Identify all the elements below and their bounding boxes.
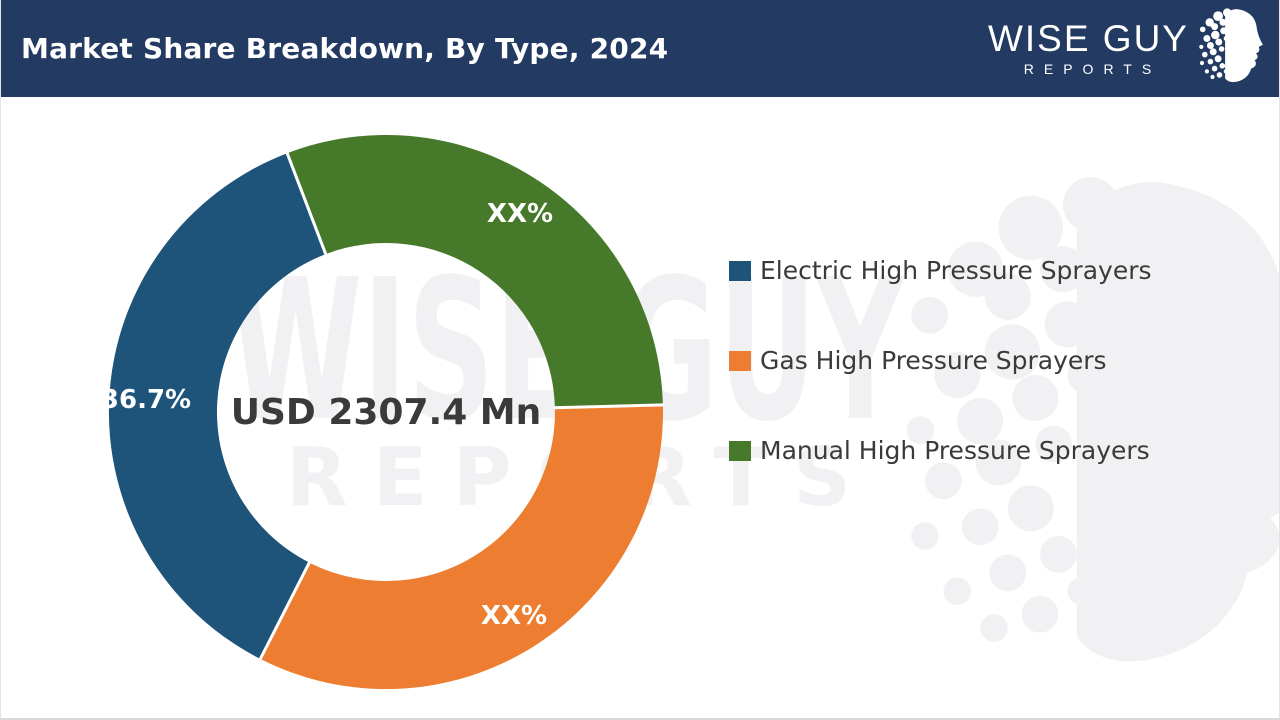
slice-label-2: XX% — [487, 199, 553, 229]
slice-divider — [258, 561, 312, 661]
donut-center-value: USD 2307.4 Mn — [231, 392, 541, 433]
legend-item-1: Gas High Pressure Sprayers — [729, 346, 1152, 375]
header-bar: Market Share Breakdown, By Type, 2024 WI… — [1, 0, 1279, 97]
slice-label-1: XX% — [481, 601, 547, 631]
legend-swatch-icon — [729, 350, 751, 371]
brand-logo: WISE GUY REPORTS — [988, 7, 1265, 91]
legend-item-0: Electric High Pressure Sprayers — [729, 256, 1152, 285]
brand-name: WISE GUY — [987, 18, 1189, 59]
slice-divider — [285, 151, 328, 256]
brand-face-icon — [1199, 7, 1263, 82]
legend-swatch-icon — [729, 260, 751, 281]
legend-swatch-icon — [729, 440, 751, 461]
slice-label-0: 36.7% — [101, 385, 191, 415]
chart-legend: Electric High Pressure Sprayers Gas High … — [729, 256, 1152, 526]
legend-label: Electric High Pressure Sprayers — [760, 255, 1152, 285]
brand-logo-text: WISE GUY REPORTS — [988, 20, 1189, 77]
legend-item-2: Manual High Pressure Sprayers — [729, 436, 1152, 465]
brand-tagline: REPORTS — [1023, 61, 1162, 77]
page-title: Market Share Breakdown, By Type, 2024 — [21, 32, 669, 65]
slice-divider — [553, 403, 664, 410]
donut-slices — [108, 134, 663, 690]
legend-label: Manual High Pressure Sprayers — [760, 435, 1150, 465]
donut-slice-2 — [287, 134, 663, 408]
donut-slice-0 — [108, 153, 326, 659]
donut-slice-1 — [260, 404, 663, 690]
legend-label: Gas High Pressure Sprayers — [760, 345, 1107, 375]
donut-slice-labels: 36.7% XX% XX% — [101, 151, 664, 661]
